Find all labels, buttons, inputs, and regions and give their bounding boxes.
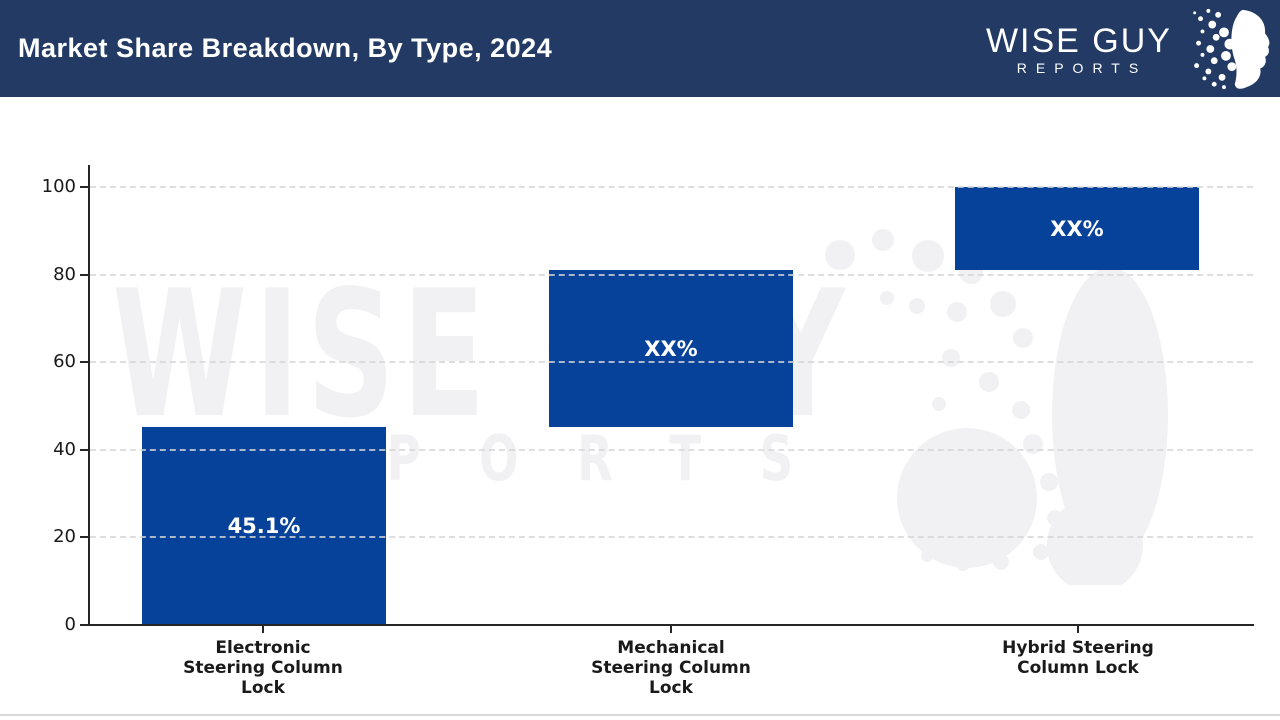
x-axis (88, 624, 1254, 626)
header-bar: Market Share Breakdown, By Type, 2024 WI… (0, 0, 1280, 97)
gridline-60 (90, 361, 1253, 363)
page-title: Market Share Breakdown, By Type, 2024 (18, 33, 553, 63)
x-tick (262, 626, 264, 633)
y-tick-label-40: 40 (53, 439, 76, 460)
bottom-divider (0, 714, 1280, 716)
y-tick (80, 186, 89, 188)
y-tick (80, 536, 89, 538)
bar-mechanical-steering-column-lock: XX% (549, 270, 793, 427)
logo-face-icon (1193, 8, 1270, 90)
x-tick (1077, 626, 1079, 633)
gridline-40 (90, 449, 1253, 451)
y-tick (80, 449, 89, 451)
y-tick (80, 361, 89, 363)
x-tick-label-hybrid: Hybrid Steering Column Lock (1002, 638, 1154, 678)
watermark-face-dots-icon (825, 229, 1168, 585)
gridline-20 (90, 536, 1253, 538)
logo-reports-text: REPORTS (1016, 59, 1148, 76)
y-tick-label-80: 80 (53, 264, 76, 285)
gridline-100 (90, 186, 1253, 188)
y-axis (88, 165, 90, 626)
y-tick-label-0: 0 (64, 614, 76, 635)
bar-value-label: XX% (644, 336, 698, 361)
gridline-80 (90, 274, 1253, 276)
y-tick-label-60: 60 (53, 351, 76, 372)
x-tick (670, 626, 672, 633)
y-tick-label-100: 100 (41, 176, 76, 197)
bar-electronic-steering-column-lock: 45.1% (142, 427, 386, 625)
bar-hybrid-steering-column-lock: XX% (955, 187, 1199, 270)
x-tick-label-mechanical: Mechanical Steering Column Lock (591, 638, 751, 698)
logo-wordmark: WISE GUY REPORTS (986, 23, 1172, 76)
x-tick-label-electronic: Electronic Steering Column Lock (183, 638, 343, 698)
y-tick (80, 624, 89, 626)
y-tick-label-20: 20 (53, 526, 76, 547)
y-tick (80, 274, 89, 276)
wiseguy-logo: WISE GUY REPORTS (986, 4, 1274, 94)
bar-value-label: XX% (1050, 216, 1104, 241)
logo-wiseguy-text: WISE GUY (985, 21, 1172, 60)
bar-value-label: 45.1% (227, 514, 301, 538)
